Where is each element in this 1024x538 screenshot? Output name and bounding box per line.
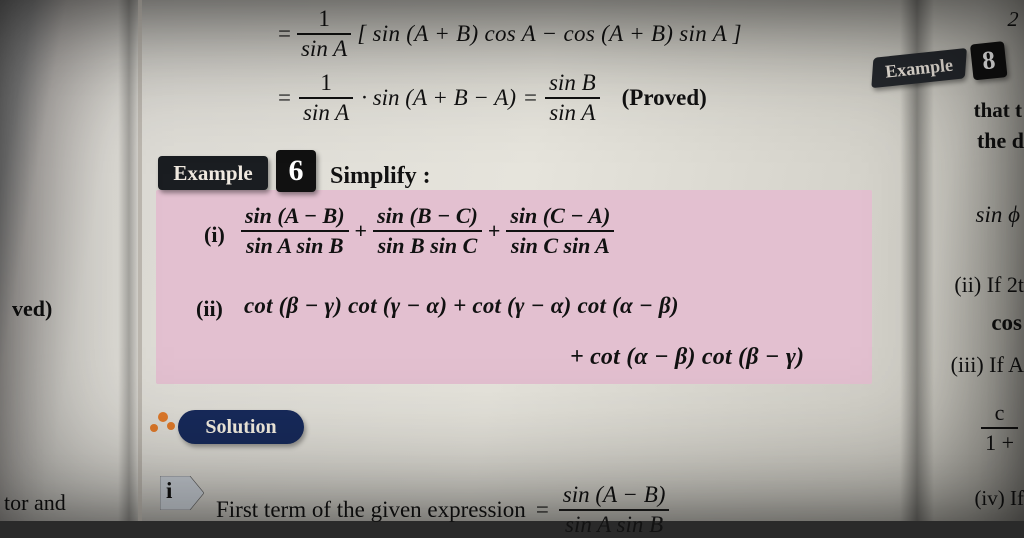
simplify-heading: Simplify :	[330, 163, 431, 190]
page-gutter-left	[118, 0, 140, 521]
fraction-numerator: sin (C − A)	[506, 203, 614, 230]
fraction-denominator: sin A sin B	[559, 509, 670, 538]
right-frag-ii-if2: (ii) If 2t	[954, 272, 1024, 298]
left-fragment-tor-and: tor and	[4, 490, 66, 516]
part-i-expression: sin (A − B) sin A sin B + sin (B − C) si…	[241, 203, 614, 259]
solution-text: Solution	[205, 416, 276, 439]
equals-sign: =	[278, 21, 291, 47]
fraction-denominator: 1 +	[981, 427, 1018, 456]
right-frag-cos: cos	[991, 310, 1022, 336]
fraction-denominator: sin A	[297, 33, 351, 62]
part-ii-line1: cot (β − γ) cot (γ − α) + cot (γ − α) co…	[244, 293, 679, 319]
equation-line-2: = 1 sin A · sin (A + B − A) = sin B sin …	[278, 70, 707, 126]
left-fragment-ved: ved)	[12, 296, 52, 322]
fraction-denominator: sin A sin B	[241, 230, 349, 259]
expression-bracket: [ sin (A + B) cos A − cos (A + B) sin A …	[357, 21, 742, 47]
example-tag-right-text: Example	[884, 54, 954, 82]
right-frag-iii-ifA: (iii) If A	[951, 352, 1024, 378]
example-number-badge: 6	[276, 150, 316, 192]
solution-sentence-row: First term of the given expression = sin…	[216, 482, 669, 538]
fraction-numerator: 1	[297, 6, 351, 33]
equals-sign: =	[536, 497, 549, 523]
expression-middle: · sin (A + B − A)	[361, 85, 516, 111]
equals-sign: =	[278, 85, 291, 111]
frac-sinCA-over-sinCsinA: sin (C − A) sin C sin A	[506, 203, 614, 259]
fraction-sinB-over-sinA: sin B sin A	[545, 70, 600, 126]
right-frag-that: that t	[974, 98, 1022, 123]
right-frag-small-frac: c 1 +	[981, 400, 1018, 456]
equals-sign: =	[524, 85, 537, 111]
right-frag-iv-if: (iv) If	[974, 486, 1024, 511]
frac-sinAB-over-sinAsinB: sin (A − B) sin A sin B	[241, 203, 349, 259]
example-tag: Example	[158, 156, 268, 190]
plus-sign: +	[488, 218, 501, 244]
fraction-numerator: c	[981, 400, 1018, 427]
fraction-denominator: sin A	[545, 97, 600, 126]
example-tag-text: Example	[173, 161, 252, 186]
part-i-label: (i)	[204, 222, 225, 248]
example-8-badge: 8	[970, 41, 1008, 80]
frac-sinBC-over-sinBsinC: sin (B − C) sin B sin C	[373, 203, 482, 259]
orange-dots-icon	[150, 412, 178, 438]
fraction-1-over-sinA-2: 1 sin A	[299, 70, 353, 126]
part-ii-label: (ii)	[196, 296, 223, 322]
fraction-numerator: sin B	[545, 70, 600, 97]
step-i-letter: i	[166, 478, 172, 504]
fraction-numerator: sin (A − B)	[559, 482, 670, 509]
plus-sign: +	[355, 218, 368, 244]
example-8-number: 8	[981, 45, 997, 76]
example-8-tag-group: Example 8	[870, 41, 1007, 91]
fraction-numerator: sin (B − C)	[373, 203, 482, 230]
textbook-page: ved) tor and = 1 sin A [ sin (A + B) cos…	[0, 0, 1024, 521]
fraction-denominator: sin A	[299, 97, 353, 126]
fraction-denominator: sin C sin A	[506, 230, 614, 259]
frac-sinAB-over-sinAsinB-2: sin (A − B) sin A sin B	[559, 482, 670, 538]
fraction-1-over-sinA: 1 sin A	[297, 6, 351, 62]
equation-line-1: = 1 sin A [ sin (A + B) cos A − cos (A +…	[278, 6, 742, 62]
right-frag-n2: 2	[1006, 2, 1019, 32]
proved-label: (Proved)	[622, 85, 707, 111]
fraction-numerator: sin (A − B)	[241, 203, 349, 230]
solution-pill: Solution	[178, 410, 304, 444]
part-ii-line2: + cot (α − β) cot (β − γ)	[570, 344, 804, 371]
column-rule-left	[138, 0, 142, 521]
step-i-badge: i	[160, 476, 204, 510]
example-tag-right: Example	[871, 48, 967, 88]
solution-sentence: First term of the given expression	[216, 497, 526, 523]
right-frag-sin-phi: sin ϕ	[976, 202, 1021, 228]
fraction-denominator: sin B sin C	[373, 230, 482, 259]
right-frag-the-d: the d	[977, 128, 1024, 154]
fraction-numerator: 1	[299, 70, 353, 97]
example-number: 6	[289, 154, 304, 188]
